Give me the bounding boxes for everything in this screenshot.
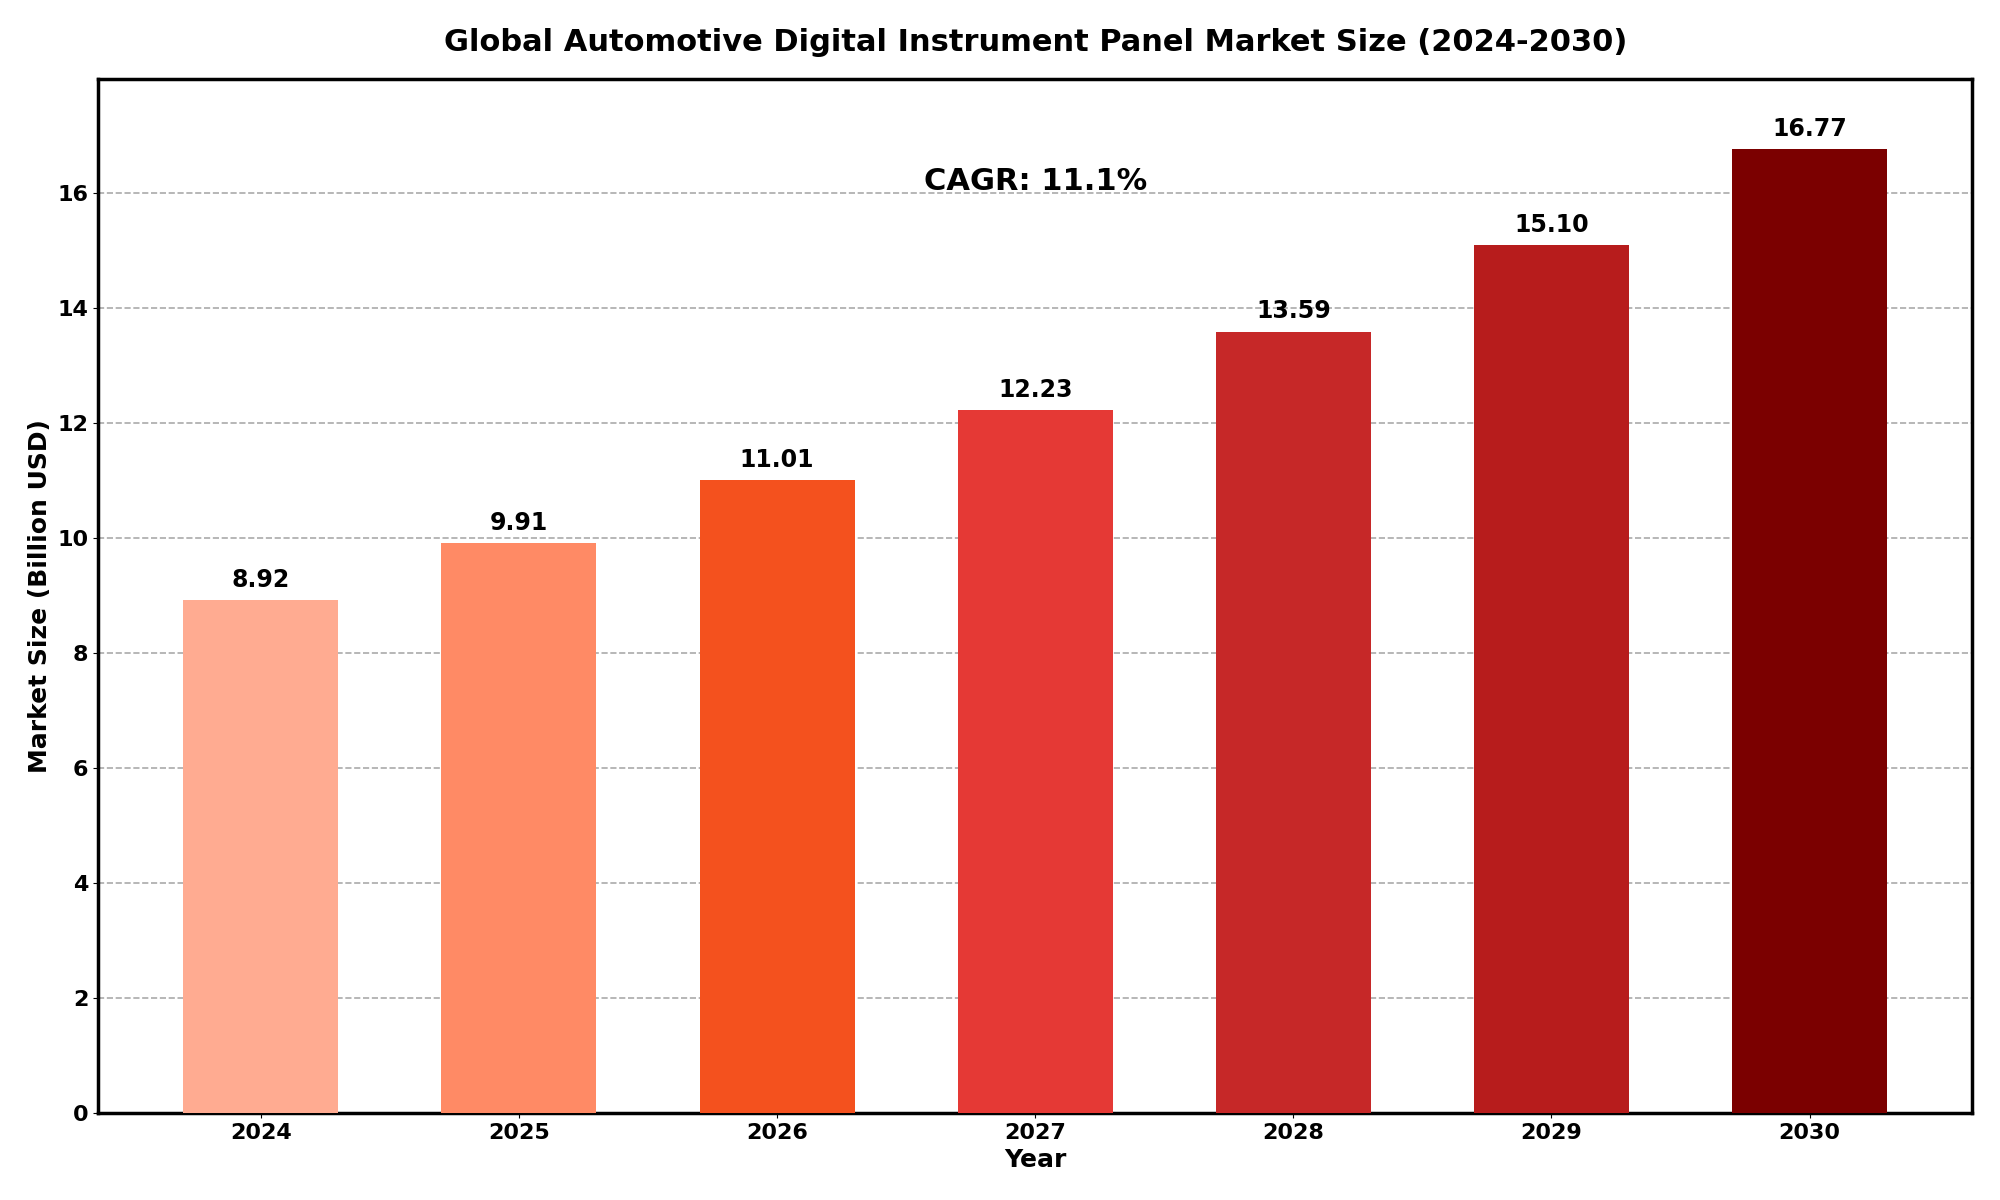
Text: 16.77: 16.77 bbox=[1772, 116, 1846, 140]
Text: 11.01: 11.01 bbox=[740, 448, 814, 472]
Bar bbox=[1216, 332, 1370, 1112]
Bar bbox=[442, 544, 596, 1112]
Bar bbox=[1732, 149, 1888, 1112]
Text: 12.23: 12.23 bbox=[998, 378, 1072, 402]
Bar bbox=[700, 480, 854, 1112]
Text: 8.92: 8.92 bbox=[232, 568, 290, 592]
Bar bbox=[958, 410, 1112, 1112]
Text: CAGR: 11.1%: CAGR: 11.1% bbox=[924, 168, 1146, 197]
Text: 15.10: 15.10 bbox=[1514, 212, 1588, 236]
Bar bbox=[184, 600, 338, 1112]
Bar bbox=[1474, 245, 1628, 1112]
Y-axis label: Market Size (Billion USD): Market Size (Billion USD) bbox=[28, 419, 52, 773]
Text: 9.91: 9.91 bbox=[490, 511, 548, 535]
Text: 13.59: 13.59 bbox=[1256, 299, 1330, 323]
Title: Global Automotive Digital Instrument Panel Market Size (2024-2030): Global Automotive Digital Instrument Pan… bbox=[444, 28, 1626, 56]
X-axis label: Year: Year bbox=[1004, 1148, 1066, 1172]
